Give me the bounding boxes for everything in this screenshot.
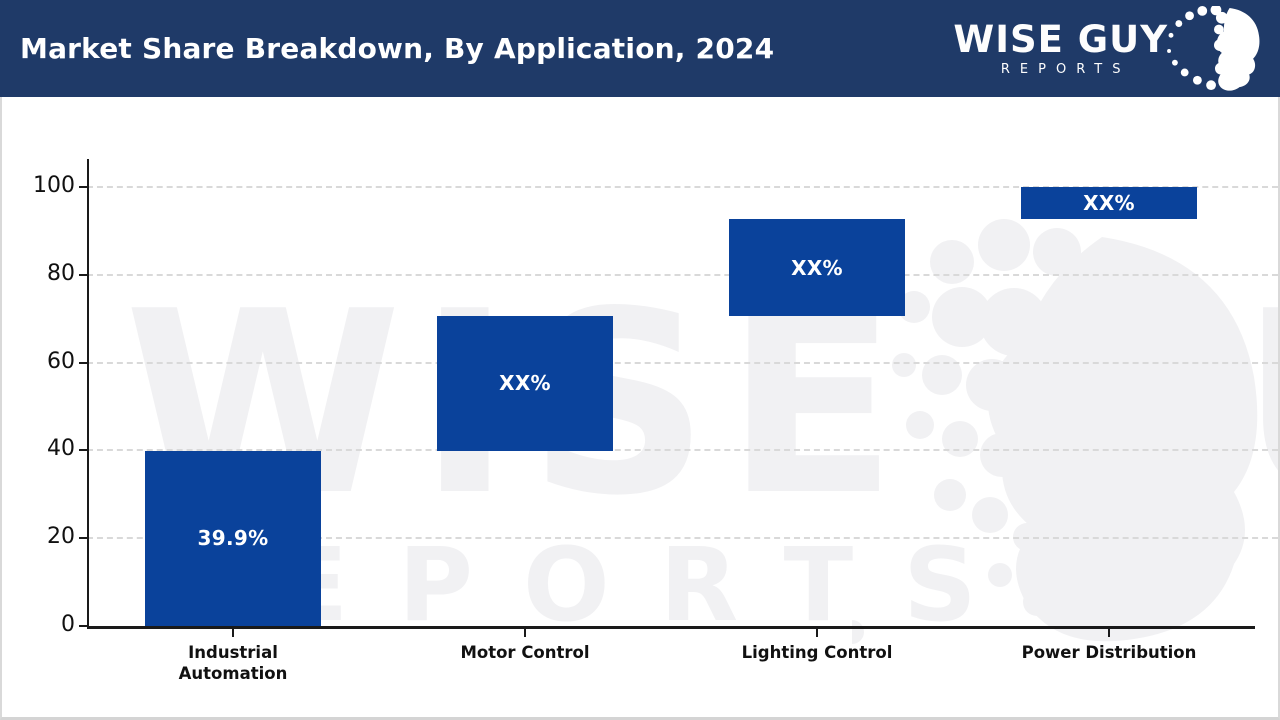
y-axis-tick xyxy=(79,537,87,540)
dotted-face-logo-icon xyxy=(1167,5,1260,91)
y-axis-tick-label: 40 xyxy=(47,436,75,462)
bar-motor-control: XX% xyxy=(437,316,613,451)
y-axis-tick-label: 100 xyxy=(33,173,75,198)
wise-guy-reports-logo: WISE GUY REPORTS xyxy=(953,5,1264,92)
bar-power-distribution: XX% xyxy=(1021,187,1197,220)
bar-value-label: XX% xyxy=(791,255,843,280)
y-axis-tick xyxy=(79,186,87,188)
y-axis-tick-label: 60 xyxy=(47,348,75,374)
y-gridline xyxy=(87,361,1278,364)
logo-subtitle: REPORTS xyxy=(1000,61,1131,77)
y-gridline xyxy=(87,449,1278,452)
page-title: Market Share Breakdown, By Application, … xyxy=(20,32,775,65)
y-axis-tick xyxy=(79,361,87,364)
x-axis-tick xyxy=(232,629,234,637)
y-gridline xyxy=(87,273,1278,276)
chart-area: WISE GUY REPORTS 02040608010039.9%Indust… xyxy=(0,97,1280,720)
x-axis-category-label: Lighting Control xyxy=(741,643,893,662)
header-bar: Market Share Breakdown, By Application, … xyxy=(0,0,1280,97)
x-axis-tick xyxy=(524,629,526,637)
logo-text: WISE GUY REPORTS xyxy=(953,21,1168,77)
bar-value-label: XX% xyxy=(1083,191,1135,216)
bar-industrial-automation: 39.9% xyxy=(145,450,321,626)
x-axis-tick xyxy=(816,629,818,637)
y-gridline xyxy=(87,537,1278,540)
y-axis-line xyxy=(87,159,89,629)
y-gridline xyxy=(87,186,1278,188)
x-axis-line xyxy=(87,626,1255,629)
y-axis-tick xyxy=(79,625,87,627)
bar-value-label: XX% xyxy=(499,371,551,396)
logo-wordmark: WISE GUY xyxy=(953,17,1168,61)
x-axis-category-label: Motor Control xyxy=(460,643,590,662)
x-axis-tick xyxy=(1108,629,1110,637)
y-axis-tick-label: 20 xyxy=(47,524,75,550)
bar-lighting-control: XX% xyxy=(729,219,905,317)
y-axis-tick-label: 80 xyxy=(47,260,75,286)
y-axis-tick xyxy=(79,273,87,276)
bar-value-label: 39.9% xyxy=(197,526,269,551)
x-axis-category-label: Industrial Automation xyxy=(178,643,288,684)
y-axis-tick-label: 0 xyxy=(61,612,75,637)
watermark-face-icon xyxy=(852,219,1258,644)
x-axis-category-label: Power Distribution xyxy=(1021,643,1197,662)
y-axis-tick xyxy=(79,449,87,452)
